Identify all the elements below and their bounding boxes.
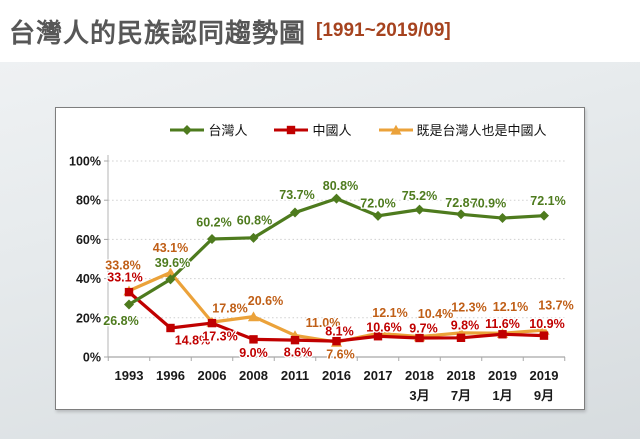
data-point-label: 75.2% [402, 189, 437, 203]
square-marker-icon [274, 125, 309, 134]
legend-item-series-both-taiwanese-and-chinese: 既是台灣人也是中國人 [378, 120, 547, 139]
data-point-label: 12.3% [451, 300, 486, 314]
x-axis-tick-label: 2018 [405, 368, 434, 383]
data-point-label: 17.3% [202, 330, 237, 344]
x-axis-tick-label-line2: 9月 [534, 388, 554, 403]
x-axis-tick-label: 2011 [281, 368, 309, 383]
data-point-label: 43.1% [153, 241, 188, 255]
legend-item-series-chinese: 中國人 [273, 120, 352, 139]
data-point-label: 12.1% [493, 300, 528, 314]
page-title-date-range: [1991~2019/09] [316, 20, 451, 41]
triangle-marker-icon [378, 124, 413, 135]
y-axis-tick-label: 40% [76, 272, 101, 286]
data-point-label: 17.8% [212, 302, 247, 316]
x-axis-tick-label: 2017 [364, 368, 393, 383]
data-point-label: 20.6% [248, 294, 283, 308]
legend-item-series-taiwanese: 台灣人 [169, 120, 247, 139]
y-axis-tick-label: 80% [76, 194, 101, 208]
chart-panel: 台灣人 中國人 既是台灣人也是中國人 100% 80% 60% 40% 20% 0% 1993 1… [55, 107, 585, 410]
data-point-label: 72.0% [360, 196, 395, 210]
x-axis-tick-label: 1996 [156, 368, 185, 383]
series-taiwanese-labels: 26.8% 39.6% 60.2% 60.8% 73.7% 80.8%72.0% 75.2%… [102, 178, 567, 329]
data-point-label: 14.8% [175, 333, 210, 347]
data-point-label: 70.9% [471, 197, 506, 211]
data-point-label: 80.8% [323, 179, 358, 193]
data-point-label: 60.8% [237, 213, 272, 227]
series-chinese-labels: 33.1% 14.8%17.3%9.0% 8.6% 8.1% 10.6% 9.7% 9.8%… [106, 269, 566, 361]
x-axis-tick-label: 2019 [488, 368, 517, 383]
x-axis-tick-label: 1993 [115, 368, 144, 383]
legend-label: 既是台灣人也是中國人 [416, 123, 547, 138]
data-point-label: 13.7% [538, 299, 573, 313]
data-point-label: 33.1% [107, 271, 142, 285]
data-point-label: 72.8% [445, 196, 480, 210]
data-point-label: 72.1% [530, 194, 565, 208]
x-axis-tick-label: 2019 [530, 368, 559, 383]
data-point-label: 33.8% [105, 258, 140, 272]
legend-label: 台灣人 [208, 123, 248, 138]
y-axis-labels: 100% 80% 60% 40% 20% 0% [69, 155, 101, 365]
data-point-label: 9.0% [239, 346, 268, 360]
page-title: 台灣人的民族認同趨勢圖 [9, 17, 307, 48]
trend-line-chart: 100% 80% 60% 40% 20% 0% 1993 1996 2006 2008 2011 20… [69, 155, 575, 404]
data-point-label: 11.0% [306, 316, 341, 330]
data-point-label: 73.7% [279, 188, 314, 202]
x-axis-tick-label: 2016 [322, 368, 351, 383]
y-axis-tick-label: 0% [83, 351, 101, 365]
data-point-label: 10.4% [418, 307, 453, 321]
y-axis-tick-label: 60% [76, 233, 101, 247]
data-point-label: 9.7% [409, 321, 438, 335]
series-both-taiwanese-and-chinese-labels: 33.8%43.1%17.8%20.6%11.0%7.6%12.1% 10.4%1… [104, 240, 575, 363]
y-axis-tick-label: 100% [69, 155, 101, 169]
axes [104, 155, 566, 361]
x-axis-tick-label-line2: 1月 [492, 388, 512, 403]
title-bar: 台灣人的民族認同趨勢圖 [1991~2019/09] [0, 0, 640, 62]
data-point-label: 26.8% [103, 314, 138, 328]
diamond-marker-icon [170, 124, 205, 135]
series-chinese [124, 287, 549, 346]
x-axis-tick-label-line2: 3月 [409, 388, 429, 403]
x-axis-tick-label-line2: 7月 [451, 388, 471, 403]
data-point-label: 8.1% [325, 325, 354, 339]
data-point-label: 10.6% [366, 321, 401, 335]
data-point-label: 9.8% [451, 318, 480, 332]
data-point-label: 7.6% [326, 348, 355, 362]
data-point-label: 11.6% [485, 317, 520, 331]
x-axis-tick-label: 2006 [198, 368, 227, 383]
legend-label: 中國人 [312, 123, 352, 138]
y-axis-tick-label: 20% [76, 311, 101, 325]
data-point-label: 60.2% [196, 216, 231, 230]
data-point-label: 39.6% [155, 256, 190, 270]
x-axis-tick-label: 2018 [447, 368, 476, 383]
chart-legend: 台灣人 中國人 既是台灣人也是中國人 [94, 120, 622, 139]
data-point-label: 8.6% [284, 346, 313, 360]
series-taiwanese [124, 193, 549, 310]
x-axis-tick-label: 2008 [239, 368, 268, 383]
x-axis-labels: 1993 1996 2006 2008 2011 2016 2017 2018 3月 2018 7月… [115, 368, 559, 403]
data-point-label: 10.9% [529, 317, 564, 331]
data-point-label: 12.1% [372, 306, 407, 320]
